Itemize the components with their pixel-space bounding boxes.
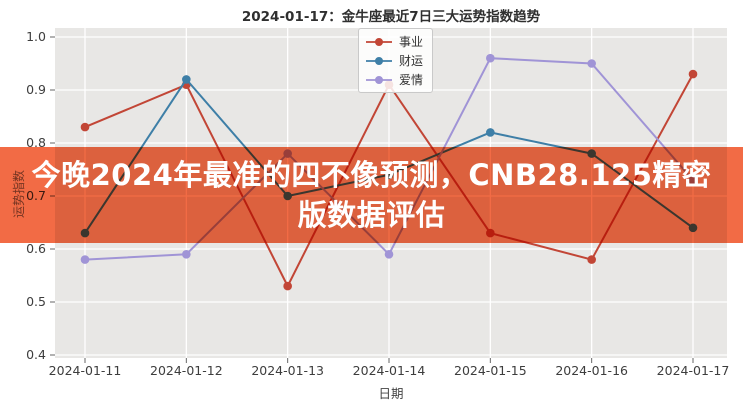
y-tick-label: 0.8 [26,135,46,150]
legend-item-0: 事业 [365,32,423,51]
y-tick-label: 0.4 [26,347,46,362]
legend-label: 事业 [399,35,424,49]
x-tick-label: 2024-01-16 [555,363,628,378]
promo-banner-line1: 今晚2024年最准的四不像预测，CNB28.125精密 [31,158,712,192]
chart-legend: 事业 财运 爱情 [358,28,434,93]
legend-item-1: 财运 [365,51,423,70]
x-tick-label: 2024-01-11 [49,363,122,378]
data-point [486,128,495,137]
x-axis-title: 日期 [378,386,404,400]
data-point [182,75,191,84]
legend-marker-icon [366,56,392,65]
x-tick-label: 2024-01-13 [251,363,324,378]
data-point [80,122,90,132]
data-point [182,250,191,259]
data-point [587,255,596,264]
x-tick-label: 2024-01-14 [353,363,426,378]
y-tick-label: 1.0 [26,29,46,44]
chart-title: 2024-01-17：金牛座最近7日三大运势指数趋势 [241,9,541,25]
legend-marker-icon [366,75,392,84]
y-tick-label: 0.5 [26,294,46,309]
data-point [688,69,698,79]
x-tick-label: 2024-01-12 [150,363,223,378]
legend-label: 爱情 [399,73,424,87]
data-point [80,255,90,264]
legend-item-2: 爱情 [365,70,423,89]
data-point [486,53,495,63]
y-tick-label: 0.9 [26,82,46,97]
data-point [384,250,394,259]
promo-banner: 今晚2024年最准的四不像预测，CNB28.125精密 版数据评估 [0,147,743,243]
x-tick-label: 2024-01-17 [657,363,730,378]
y-tick-label: 0.6 [26,241,46,256]
data-point [587,59,596,68]
promo-banner-line2: 版数据评估 [297,198,446,232]
data-point [283,281,292,291]
x-tick-label: 2024-01-15 [454,363,527,378]
legend-marker-icon [366,37,392,46]
promo-banner-background [0,147,743,243]
legend-label: 财运 [399,54,424,68]
